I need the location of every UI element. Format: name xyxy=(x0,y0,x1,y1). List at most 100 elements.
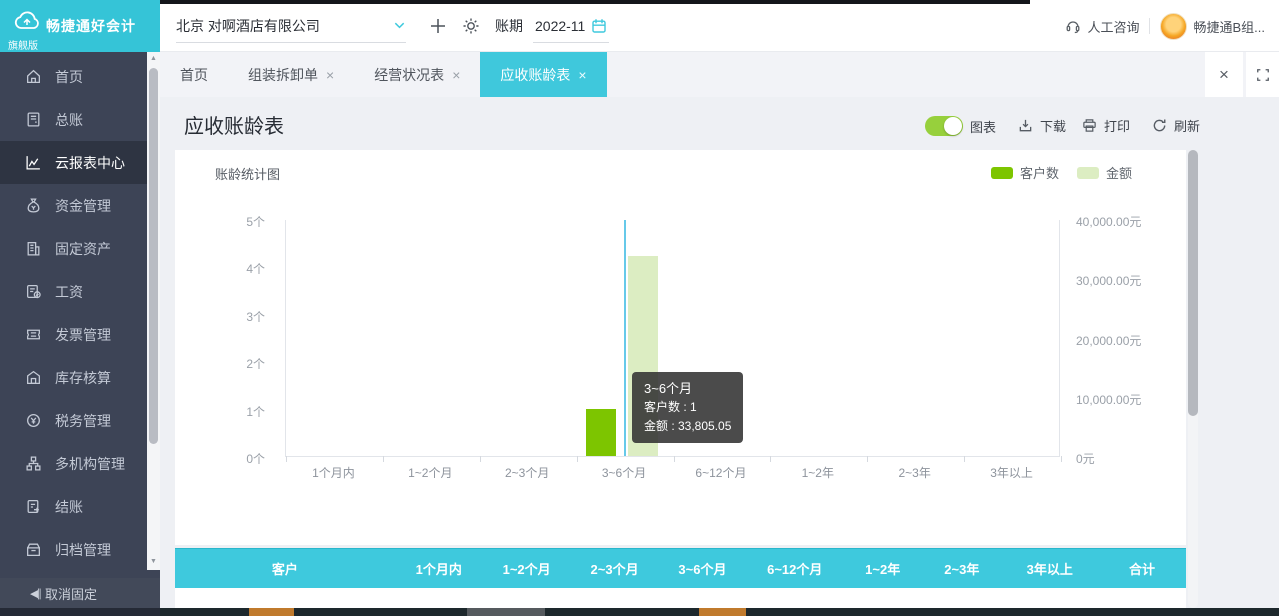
company-selector[interactable]: 北京 对啊酒店有限公司 xyxy=(176,9,406,43)
content-scrollbar-thumb[interactable] xyxy=(1188,150,1198,416)
table-column-header[interactable]: 6~12个月 xyxy=(767,562,823,577)
table-column-header[interactable]: 2~3年 xyxy=(944,562,980,577)
table-column-header[interactable]: 3~6个月 xyxy=(678,562,727,577)
x-tick: 2~3年 xyxy=(898,466,931,480)
headset-icon xyxy=(1067,21,1080,34)
sidebar-item-label: 固定资产 xyxy=(55,240,111,257)
print-button[interactable]: 打印 xyxy=(1082,116,1130,135)
tab-应收账龄表[interactable]: 应收账龄表 × xyxy=(480,52,607,97)
x-tick: 2~3个月 xyxy=(505,466,550,480)
gear-icon[interactable] xyxy=(462,17,480,35)
tab-首页[interactable]: 首页 xyxy=(160,52,228,97)
chart-toggle-group: 图表 xyxy=(925,116,996,136)
tab-label: 组装拆卸单 xyxy=(248,66,318,83)
support-button[interactable]: 人工咨询 xyxy=(1065,17,1139,36)
sidebar-item-label: 结账 xyxy=(55,498,83,515)
refresh-icon xyxy=(1153,119,1166,132)
chart-view-toggle[interactable] xyxy=(925,116,963,136)
print-icon xyxy=(1083,119,1096,132)
unpin-button[interactable]: ◀∥ 取消固定 xyxy=(0,578,160,608)
window-top-edge xyxy=(160,0,1030,4)
table-column-header[interactable]: 1~2年 xyxy=(865,562,901,577)
add-account-icon[interactable] xyxy=(428,16,448,36)
tab-label: 应收账龄表 xyxy=(500,66,571,83)
table-column-header[interactable]: 1~2个月 xyxy=(502,562,551,577)
sidebar-item-label: 资金管理 xyxy=(55,197,111,214)
sidebar-scrollbar[interactable]: ▲ ▼ xyxy=(147,52,160,570)
sidebar-item-funds[interactable]: 资金管理 xyxy=(0,184,147,227)
taskbar-segment xyxy=(467,608,545,616)
sidebar-scrollbar-thumb[interactable] xyxy=(149,68,158,444)
taskbar-segment xyxy=(699,608,746,616)
sidebar-item-ledger[interactable]: 总账 xyxy=(0,98,147,141)
user-menu[interactable]: 畅捷通B组... xyxy=(1160,12,1265,40)
header-right: 人工咨询 畅捷通B组... xyxy=(1065,0,1265,52)
refresh-button[interactable]: 刷新 xyxy=(1152,116,1200,135)
archive-icon xyxy=(25,541,42,558)
close-all-tabs-button[interactable]: × xyxy=(1205,52,1243,97)
company-name: 北京 对啊酒店有限公司 xyxy=(176,17,320,34)
sidebar-item-report[interactable]: 云报表中心 xyxy=(0,141,147,184)
sidebar-item-closing[interactable]: 结账 xyxy=(0,485,147,528)
x-tick: 1个月内 xyxy=(312,466,355,480)
divider xyxy=(1149,18,1151,34)
sidebar-item-label: 首页 xyxy=(55,68,83,85)
sidebar-item-asset[interactable]: 固定资产 xyxy=(0,227,147,270)
legend-item-customer-count[interactable]: 客户数 xyxy=(990,163,1059,182)
legend-label-amount: 金额 xyxy=(1105,166,1132,181)
scroll-down-icon[interactable]: ▼ xyxy=(150,558,157,565)
tooltip-customer-count: 客户数 : 1 xyxy=(644,400,697,414)
table-header-row: 客户 1个月内 1~2个月 2~3个月 3~6个月 6~12个月 1~2年 2~3年 3年以上 合… xyxy=(175,548,1186,588)
chevron-down-icon xyxy=(394,22,405,29)
tab-close-icon[interactable]: × xyxy=(578,66,587,83)
salary-icon xyxy=(25,283,42,300)
chart-card: 账龄统计图 客户数 金额 5个 4个 3个 2个 1个 0个 40,000.00元 30,0… xyxy=(175,150,1186,545)
sidebar-item-label: 云报表中心 xyxy=(55,154,125,171)
download-button[interactable]: 下载 xyxy=(1018,116,1066,135)
scroll-up-icon[interactable]: ▲ xyxy=(150,55,157,62)
download-icon xyxy=(1019,119,1032,132)
sidebar-item-salary[interactable]: 工资 xyxy=(0,270,147,313)
tab-close-icon[interactable]: × xyxy=(452,66,461,83)
table-column-header[interactable]: 客户 xyxy=(271,562,298,577)
bar-customer-count[interactable] xyxy=(586,408,617,456)
home-icon xyxy=(25,68,42,85)
tab-close-icon[interactable]: × xyxy=(326,66,335,83)
sidebar-item-label: 归档管理 xyxy=(55,541,111,558)
edition-badge: 旗舰版 xyxy=(8,41,38,52)
table-column-header[interactable]: 3年以上 xyxy=(1026,562,1073,577)
table-column-header[interactable]: 1个月内 xyxy=(415,562,462,577)
period-picker[interactable]: 2022-11 xyxy=(533,9,610,43)
x-tick: 1~2年 xyxy=(801,466,834,480)
tab-经营状况表[interactable]: 经营状况表 × xyxy=(354,52,480,97)
sidebar-nav: 首页总账云报表中心资金管理固定资产工资发票管理库存核算 税务管理 多机构管理结账归档… xyxy=(0,55,147,571)
y-tick-right: 10,000.00元 xyxy=(1076,392,1142,407)
refresh-label: 刷新 xyxy=(1174,119,1201,134)
tab-组装拆卸单[interactable]: 组装拆卸单 × xyxy=(228,52,354,97)
sidebar-item-inventory[interactable]: 库存核算 xyxy=(0,356,147,399)
y-axis-right: 40,000.00元 30,000.00元 20,000.00元 10,000.00元… xyxy=(1068,215,1183,466)
table-column-header[interactable]: 合计 xyxy=(1129,562,1156,577)
sidebar-item-tax[interactable]: 税务管理 xyxy=(0,399,147,442)
fullscreen-button[interactable] xyxy=(1246,52,1279,97)
support-label: 人工咨询 xyxy=(1087,19,1140,35)
legend-item-amount[interactable]: 金额 xyxy=(1076,163,1132,182)
axis-tick-mark xyxy=(286,456,287,462)
y-tick-left: 4个 xyxy=(246,262,265,277)
sidebar-item-invoice[interactable]: 发票管理 xyxy=(0,313,147,356)
sidebar-item-home[interactable]: 首页 xyxy=(0,55,147,98)
period-value: 2022-11 xyxy=(535,17,586,34)
invoice-icon xyxy=(25,326,42,343)
calendar-icon xyxy=(592,18,607,33)
inventory-icon xyxy=(25,369,42,386)
sidebar-item-archive[interactable]: 归档管理 xyxy=(0,528,147,571)
app-logo[interactable]: 畅捷通好会计 旗舰版 xyxy=(0,0,160,52)
sidebar-item-org[interactable]: 多机构管理 xyxy=(0,442,147,485)
axis-tick-mark xyxy=(1061,456,1062,462)
unpin-icon: ◀∥ xyxy=(30,587,42,600)
org-icon xyxy=(25,455,42,472)
page-title: 应收账龄表 xyxy=(184,116,284,138)
table-column-header[interactable]: 2~3个月 xyxy=(590,562,639,577)
content-scrollbar[interactable] xyxy=(1188,150,1198,608)
sidebar-item-label: 发票管理 xyxy=(55,326,111,343)
